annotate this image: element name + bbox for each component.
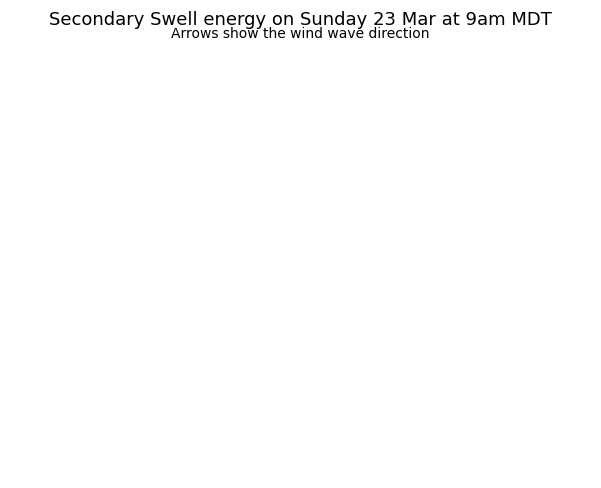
Text: Secondary Swell energy on Sunday 23 Mar at 9am MDT: Secondary Swell energy on Sunday 23 Mar … — [49, 11, 552, 29]
Text: cartopy required: cartopy required — [231, 256, 370, 274]
Text: Arrows show the wind wave direction: Arrows show the wind wave direction — [171, 27, 430, 41]
